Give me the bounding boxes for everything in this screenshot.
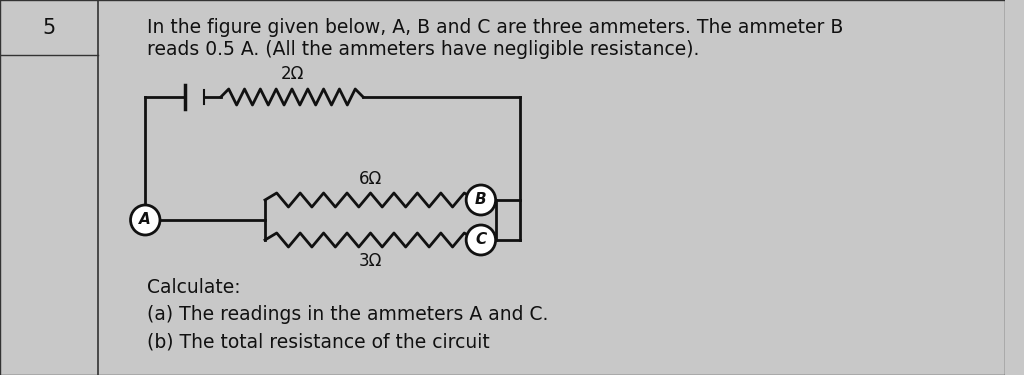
Circle shape (466, 225, 496, 255)
Text: 2Ω: 2Ω (281, 65, 304, 83)
Circle shape (130, 205, 160, 235)
Text: B: B (475, 192, 486, 207)
Text: (a) The readings in the ammeters A and C.: (a) The readings in the ammeters A and C… (147, 305, 549, 324)
Circle shape (466, 185, 496, 215)
Text: 6Ω: 6Ω (358, 170, 382, 188)
Text: reads 0.5 A. (All the ammeters have negligible resistance).: reads 0.5 A. (All the ammeters have negl… (147, 40, 699, 59)
Text: C: C (475, 232, 486, 248)
Text: 5: 5 (42, 18, 55, 38)
Text: In the figure given below, A, B and C are three ammeters. The ammeter B: In the figure given below, A, B and C ar… (147, 18, 844, 37)
Text: (b) The total resistance of the circuit: (b) The total resistance of the circuit (147, 332, 489, 351)
Text: A: A (139, 213, 152, 228)
Text: Calculate:: Calculate: (147, 278, 241, 297)
Text: 3Ω: 3Ω (358, 252, 382, 270)
